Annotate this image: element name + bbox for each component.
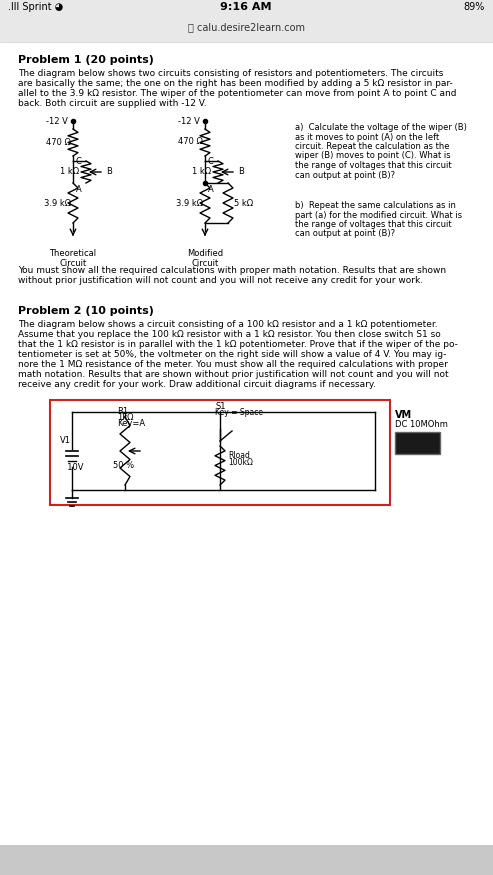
Text: The diagram below shows two circuits consisting of resistors and potentiometers.: The diagram below shows two circuits con… (18, 69, 443, 78)
Bar (0, 0, 493, 20)
Text: .lll Sprint ◕: .lll Sprint ◕ (8, 2, 63, 12)
Bar (395, 432, 440, 454)
Text: receive any credit for your work. Draw additional circuit diagrams if necessary.: receive any credit for your work. Draw a… (18, 380, 376, 389)
Text: 🔒 calu.desire2learn.com: 🔒 calu.desire2learn.com (187, 22, 305, 32)
Text: 470 Ω: 470 Ω (178, 137, 203, 146)
Text: The diagram below shows a circuit consisting of a 100 kΩ resistor and a 1 kΩ pot: The diagram below shows a circuit consis… (18, 320, 438, 329)
Text: a)  Calculate the voltage of the wiper (B): a) Calculate the voltage of the wiper (B… (295, 123, 467, 132)
Text: Theoretical
Circuit: Theoretical Circuit (49, 249, 97, 269)
Text: 3.9 kΩ: 3.9 kΩ (44, 199, 71, 207)
Text: Key = Space: Key = Space (215, 408, 263, 417)
Text: that the 1 kΩ resistor is in parallel with the 1 kΩ potentiometer. Prove that if: that the 1 kΩ resistor is in parallel wi… (18, 340, 458, 349)
Text: 50 %: 50 % (113, 461, 134, 470)
Text: -12 V: -12 V (178, 116, 200, 125)
Text: Assume that you replace the 100 kΩ resistor with a 1 kΩ resistor. You then close: Assume that you replace the 100 kΩ resis… (18, 330, 441, 339)
Text: as it moves to point (A) on the left: as it moves to point (A) on the left (295, 132, 439, 142)
Text: 10V: 10V (62, 463, 83, 472)
Text: 470 Ω: 470 Ω (46, 138, 71, 147)
Bar (0, 845, 493, 875)
Text: allel to the 3.9 kΩ resistor. The wiper of the potentiometer can move from point: allel to the 3.9 kΩ resistor. The wiper … (18, 89, 457, 98)
Text: are basically the same; the one on the right has been modified by adding a 5 kΩ : are basically the same; the one on the r… (18, 79, 453, 88)
Text: Problem 2 (10 points): Problem 2 (10 points) (18, 306, 154, 316)
Bar (0, 20, 493, 42)
Text: A: A (76, 185, 82, 194)
Text: DC 10MOhm: DC 10MOhm (395, 420, 448, 429)
Bar (50, 400, 390, 505)
Text: 3.9 kΩ: 3.9 kΩ (176, 199, 203, 207)
Text: Rload: Rload (228, 451, 250, 460)
Text: part (a) for the modified circuit. What is: part (a) for the modified circuit. What … (295, 211, 462, 220)
Text: VM: VM (395, 410, 412, 420)
Text: B: B (238, 167, 244, 177)
Text: C: C (76, 157, 82, 165)
Text: Key=A: Key=A (117, 419, 145, 428)
Text: 9:16 AM: 9:16 AM (220, 2, 272, 12)
Text: the range of voltages that this circuit: the range of voltages that this circuit (295, 220, 452, 229)
Text: S1: S1 (215, 402, 225, 411)
Text: 100kΩ: 100kΩ (228, 458, 253, 467)
Text: without prior justification will not count and you will not receive any credit f: without prior justification will not cou… (18, 276, 423, 285)
Text: the range of voltages that this circuit: the range of voltages that this circuit (295, 161, 452, 170)
Text: can output at point (B)?: can output at point (B)? (295, 171, 395, 179)
Text: V1: V1 (60, 436, 71, 445)
Text: back. Both circuit are supplied with -12 V.: back. Both circuit are supplied with -12… (18, 99, 207, 108)
Text: -12 V: -12 V (46, 116, 68, 125)
Text: C: C (208, 157, 214, 165)
Text: tentiometer is set at 50%, the voltmeter on the right side will show a value of : tentiometer is set at 50%, the voltmeter… (18, 350, 446, 359)
Text: R1: R1 (117, 407, 128, 416)
Text: Problem 1 (20 points): Problem 1 (20 points) (18, 55, 154, 65)
Text: A: A (208, 185, 214, 194)
Text: math notation. Results that are shown without prior justification will not count: math notation. Results that are shown wi… (18, 370, 449, 379)
Text: You must show all the required calculations with proper math notation. Results t: You must show all the required calculati… (18, 266, 446, 275)
Text: 1kΩ: 1kΩ (117, 413, 134, 422)
Text: can output at point (B)?: can output at point (B)? (295, 229, 395, 239)
Text: wiper (B) moves to point (C). What is: wiper (B) moves to point (C). What is (295, 151, 451, 160)
Text: b)  Repeat the same calculations as in: b) Repeat the same calculations as in (295, 201, 456, 210)
Text: 5: 5 (413, 438, 422, 451)
Text: nore the 1 MΩ resistance of the meter. You must show all the required calculatio: nore the 1 MΩ resistance of the meter. Y… (18, 360, 448, 369)
Text: 5 kΩ: 5 kΩ (234, 199, 253, 207)
Text: Modified
Circuit: Modified Circuit (187, 249, 223, 269)
Text: 1 kΩ: 1 kΩ (192, 167, 211, 177)
Text: 1 kΩ: 1 kΩ (60, 167, 79, 177)
Text: circuit. Repeat the calculation as the: circuit. Repeat the calculation as the (295, 142, 450, 151)
Text: 89%: 89% (463, 2, 485, 12)
Text: B: B (106, 167, 112, 177)
